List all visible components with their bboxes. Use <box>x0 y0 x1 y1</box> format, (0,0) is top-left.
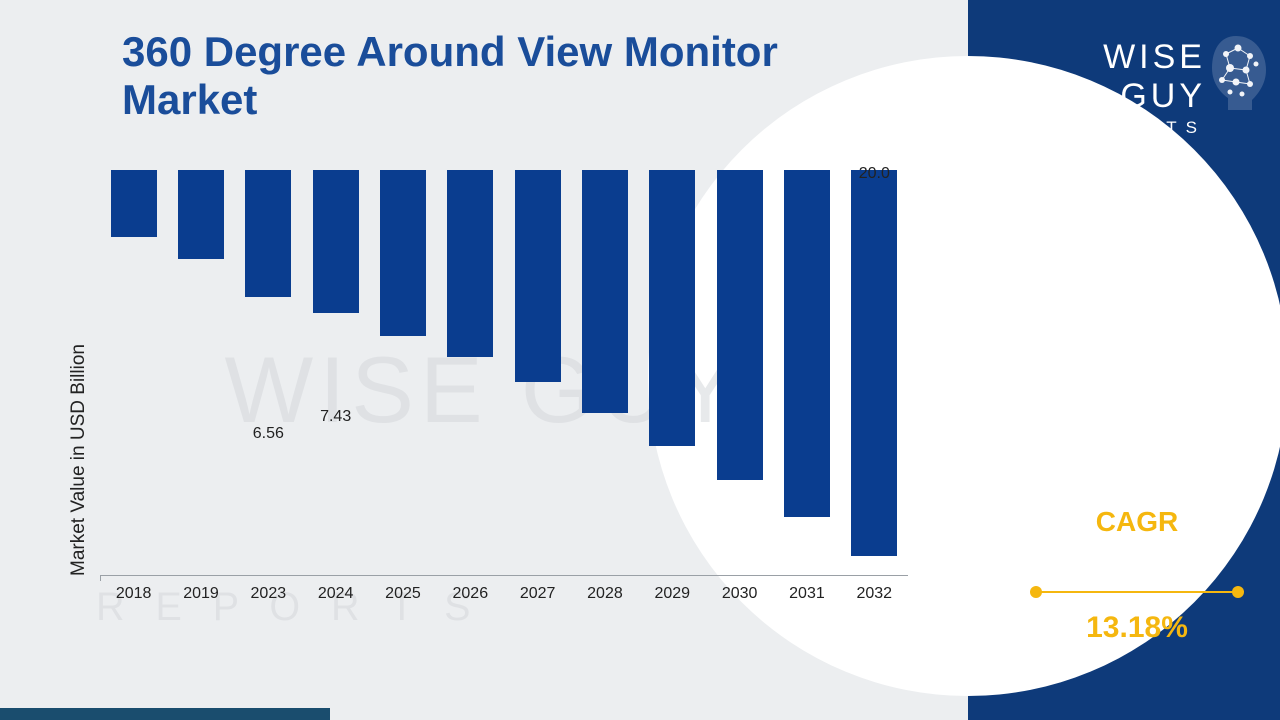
x-tick-label: 2018 <box>100 585 167 603</box>
cagr-value: 13.18% <box>1032 611 1242 645</box>
bar <box>851 170 897 556</box>
cagr-block: CAGR (2019-2032) 13.18% <box>1032 506 1242 645</box>
bar-value-label: 20.0 <box>841 165 908 183</box>
bar-slot: 2018 <box>100 170 167 575</box>
bar-slot: 2026 <box>437 170 504 575</box>
chart-title: 360 Degree Around View Monitor Market <box>122 28 842 125</box>
brand-logo-main: WISE GUY <box>1006 38 1206 116</box>
bar-slot: 7.432024 <box>302 170 369 575</box>
x-tick-label: 2029 <box>639 585 706 603</box>
bar <box>245 170 291 297</box>
cagr-dot-left-icon <box>1030 586 1042 598</box>
x-tick-label: 2023 <box>235 585 302 603</box>
bar-slot: 2031 <box>773 170 840 575</box>
bar-value-label: 7.43 <box>302 408 369 426</box>
bar-slot: 20.02032 <box>841 170 908 575</box>
bar-slot: 2030 <box>706 170 773 575</box>
x-tick-label: 2028 <box>571 585 638 603</box>
bar-slot: 2025 <box>369 170 436 575</box>
bar-slot: 2019 <box>167 170 234 575</box>
bar <box>515 170 561 382</box>
x-tick-label: 2025 <box>369 585 436 603</box>
x-tick-label: 2019 <box>167 585 234 603</box>
cagr-dot-right-icon <box>1232 586 1244 598</box>
bottom-accent-bar <box>0 708 330 720</box>
brand-head-icon <box>1206 34 1268 112</box>
bar-slot: 2027 <box>504 170 571 575</box>
bar <box>717 170 763 480</box>
bar <box>784 170 830 517</box>
bar <box>582 170 628 413</box>
bar <box>178 170 224 259</box>
brand-logo-sub: REPORTS <box>1006 118 1206 138</box>
x-tick-label: 2032 <box>841 585 908 603</box>
cagr-label: CAGR <box>1032 506 1242 538</box>
brand-logo: WISE GUY REPORTS <box>1006 38 1206 138</box>
y-axis-label: Market Value in USD Billion <box>68 344 90 576</box>
bar <box>447 170 493 357</box>
x-tick-label: 2030 <box>706 585 773 603</box>
x-tick-label: 2024 <box>302 585 369 603</box>
bar-value-label: 6.56 <box>235 425 302 443</box>
bar-chart: Market Value in USD Billion 201820196.56… <box>100 170 908 610</box>
bar <box>313 170 359 313</box>
bar-slot: 2029 <box>639 170 706 575</box>
plot-area: 201820196.5620237.4320242025202620272028… <box>100 170 908 576</box>
cagr-line <box>1032 591 1242 593</box>
bars-container: 201820196.5620237.4320242025202620272028… <box>100 170 908 575</box>
x-tick-label: 2031 <box>773 585 840 603</box>
bar <box>111 170 157 237</box>
cagr-range: (2019-2032) <box>1032 542 1242 569</box>
bar <box>380 170 426 336</box>
cagr-divider <box>1032 585 1242 599</box>
canvas: WISE GUY R E P O R T S 360 Degree Around… <box>0 0 1280 720</box>
bar <box>649 170 695 446</box>
bar-slot: 2028 <box>571 170 638 575</box>
x-tick-label: 2027 <box>504 585 571 603</box>
x-tick-label: 2026 <box>437 585 504 603</box>
bar-slot: 6.562023 <box>235 170 302 575</box>
